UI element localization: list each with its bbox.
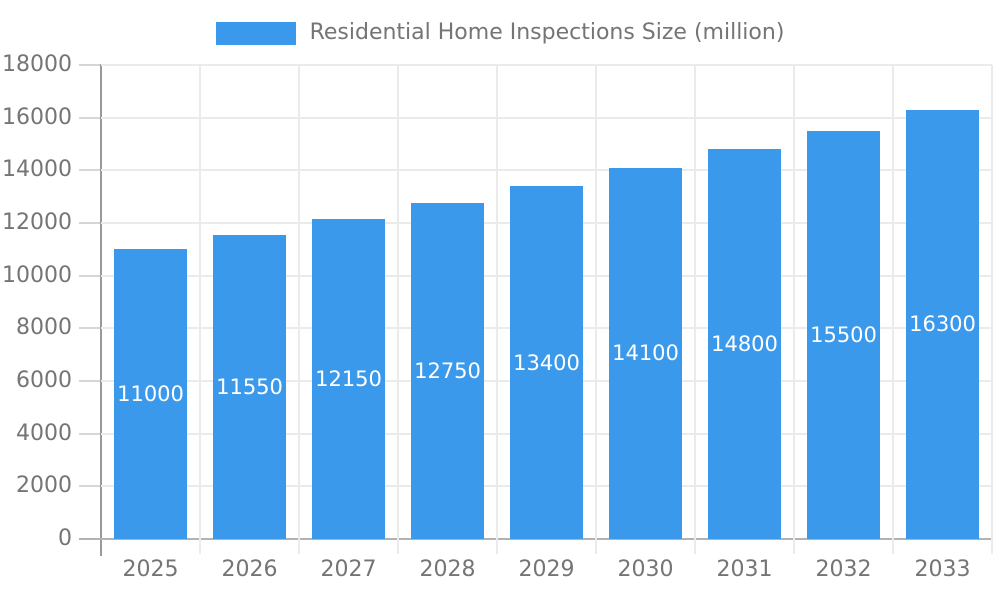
x-axis: 2025 2026 2027 2028 2029 2030 2031 2032 2033 [101, 556, 992, 588]
y-tick-label: 2000 [16, 473, 72, 499]
x-tick-label: 2032 [815, 557, 872, 582]
h-gridline [101, 116, 992, 119]
v-gridline [199, 65, 201, 554]
bar-value-label: 15500 [810, 322, 877, 347]
legend[interactable]: Residential Home Inspections Size (milli… [0, 20, 1000, 46]
plot-area: 11000 11550 12150 12750 13400 14100 14800 15500… [101, 64, 993, 554]
y-tick [79, 222, 101, 224]
v-gridline [298, 65, 300, 554]
y-tick-label: 14000 [2, 157, 72, 183]
bar: 11000 [114, 249, 187, 539]
v-gridline [595, 65, 597, 554]
bar: 15500 [807, 130, 880, 539]
x-tick-label: 2029 [518, 557, 575, 582]
x-tick-label: 2026 [221, 557, 278, 582]
bar-value-label: 14100 [612, 341, 679, 366]
v-gridline [397, 65, 399, 554]
bar: 14100 [609, 167, 682, 539]
v-gridline [793, 65, 795, 554]
bar-value-label: 16300 [909, 312, 976, 337]
y-tick [79, 380, 101, 382]
bar-value-label: 11550 [216, 374, 283, 399]
legend-label: Residential Home Inspections Size (milli… [309, 20, 785, 45]
y-tick [79, 327, 101, 330]
y-axis-line [100, 64, 102, 556]
x-tick-label: 2033 [914, 557, 971, 582]
y-tick [79, 485, 101, 488]
h-gridline [101, 169, 992, 172]
h-gridline [101, 64, 992, 66]
bar-value-label: 13400 [513, 350, 580, 375]
bar: 14800 [708, 149, 781, 539]
y-tick-label: 18000 [2, 52, 72, 77]
y-tick-label: 16000 [2, 104, 72, 130]
y-tick-label: 0 [58, 526, 72, 551]
y-axis: 0 2000 4000 6000 8000 10000 12000 14000 16000 180… [0, 54, 101, 550]
v-gridline [892, 65, 894, 554]
y-tick [79, 169, 101, 172]
x-tick-label: 2030 [617, 557, 674, 582]
v-gridline [991, 65, 993, 554]
y-tick-label: 4000 [16, 420, 72, 446]
y-tick [79, 116, 101, 119]
bar-value-label: 11000 [117, 382, 184, 407]
x-axis-baseline [79, 538, 992, 540]
bar-value-label: 12750 [414, 359, 481, 384]
bar: 12750 [411, 203, 484, 539]
y-tick [79, 64, 101, 66]
bar-value-label: 14800 [711, 332, 778, 357]
y-tick-label: 10000 [2, 262, 72, 288]
x-tick-label: 2028 [419, 557, 476, 582]
v-gridline [694, 65, 696, 554]
y-tick [79, 432, 101, 435]
bar: 11550 [213, 234, 286, 539]
y-tick-label: 6000 [16, 368, 72, 393]
bar: 16300 [906, 109, 979, 539]
y-tick [79, 274, 101, 277]
v-gridline [496, 65, 498, 554]
bar: 12150 [312, 219, 385, 539]
y-tick-label: 12000 [2, 210, 72, 235]
x-tick-label: 2031 [716, 557, 773, 582]
x-tick-label: 2025 [122, 557, 179, 582]
bar: 13400 [510, 186, 583, 539]
bar-value-label: 12150 [315, 367, 382, 392]
y-tick-label: 8000 [16, 315, 72, 341]
legend-swatch [215, 21, 296, 45]
x-tick-label: 2027 [320, 557, 377, 582]
